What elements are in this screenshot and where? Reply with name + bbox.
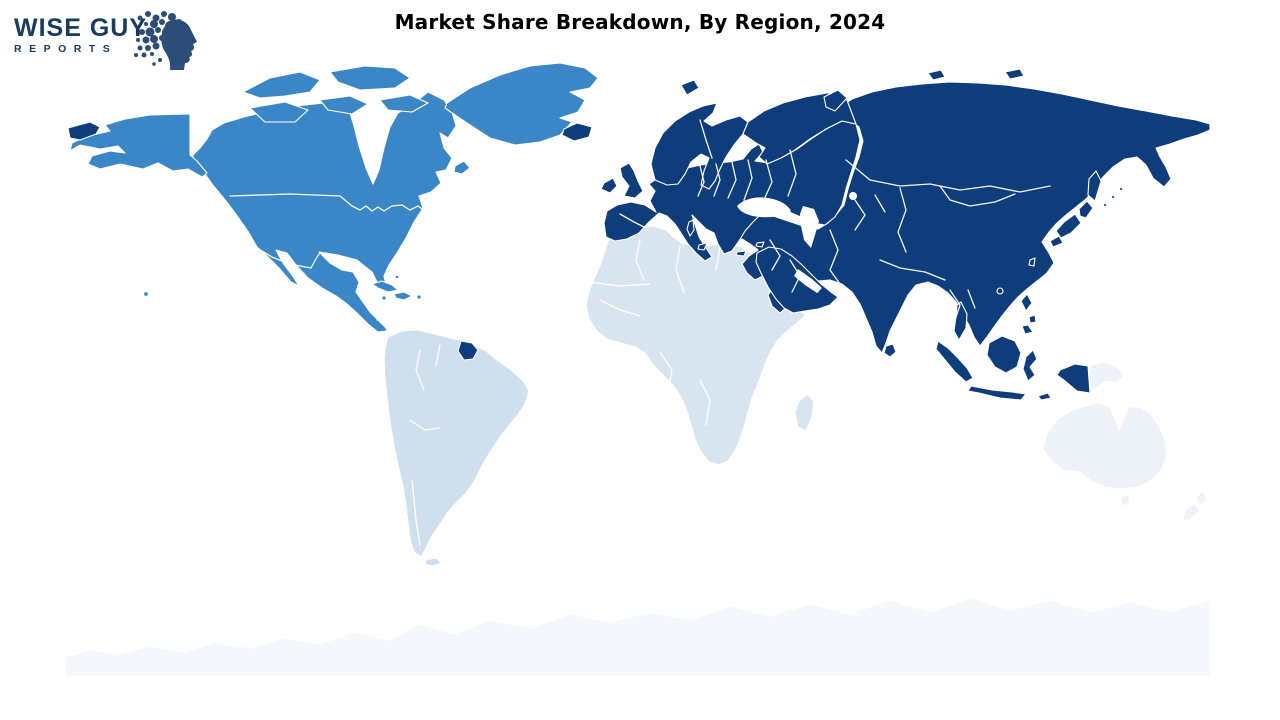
borneo	[986, 335, 1022, 374]
hawaii	[143, 291, 149, 297]
bahamas	[394, 274, 400, 280]
hispaniola	[393, 291, 413, 301]
caspian-sea	[800, 206, 819, 248]
black-sea	[737, 197, 791, 218]
svalbard	[680, 79, 700, 96]
arctic-island	[242, 71, 321, 99]
arctic-island	[329, 65, 411, 91]
chukotka	[67, 121, 101, 141]
corsica-sardinia	[686, 219, 695, 237]
new-zealand	[1195, 490, 1208, 506]
newfoundland	[453, 160, 471, 175]
alaska	[69, 113, 208, 178]
tierra-del-fuego	[424, 557, 442, 567]
brand-logo: WISE GUY REPORTS	[14, 8, 214, 72]
kuril-island	[1118, 186, 1124, 192]
sicily	[697, 242, 708, 251]
kuril-island	[1110, 194, 1116, 200]
arctic-island	[379, 94, 429, 113]
brand-name: WISE GUY	[14, 14, 148, 42]
great-britain	[619, 162, 644, 199]
region-europe-asia-pacific	[67, 68, 1211, 401]
country-borders	[229, 119, 1051, 546]
sakhalin	[1087, 170, 1102, 202]
arctic-island	[319, 95, 369, 115]
region-south-america	[383, 329, 530, 567]
philippines-visayas	[1028, 314, 1037, 324]
finland-kola	[742, 92, 857, 165]
papua-new-guinea	[1088, 361, 1125, 392]
iceland	[561, 122, 593, 142]
cyprus	[755, 241, 765, 248]
region-north-america	[69, 62, 599, 333]
cuba	[371, 280, 399, 293]
arabia	[755, 246, 839, 314]
japan-kyushu	[1049, 235, 1064, 248]
page-title: Market Share Breakdown, By Region, 2024	[394, 10, 886, 34]
kuril-island	[1102, 202, 1108, 208]
region-antarctica	[64, 597, 1211, 677]
sumatra	[935, 340, 974, 383]
sri-lanka	[883, 343, 897, 358]
ireland	[600, 177, 618, 194]
face-profile	[161, 19, 197, 70]
french-guiana	[457, 340, 479, 361]
arctic-island	[249, 101, 309, 123]
hainan	[996, 287, 1004, 295]
philippines-luzon	[1020, 293, 1033, 312]
west-new-guinea	[1056, 363, 1091, 394]
australia	[1042, 402, 1168, 490]
severnaya-zemlya	[927, 69, 946, 81]
timor	[1037, 392, 1052, 401]
sulawesi	[1022, 349, 1038, 382]
brand-subname: REPORTS	[14, 43, 118, 55]
novaya-zemlya	[823, 89, 848, 112]
java	[967, 385, 1027, 401]
crete	[735, 250, 747, 257]
brand-logo-text: WISE GUY REPORTS	[14, 16, 147, 55]
greenland	[444, 62, 599, 146]
tasmania	[1119, 494, 1131, 507]
new-siberian-islands	[1004, 68, 1025, 80]
japan-hokkaido	[1078, 200, 1094, 219]
aral-sea	[849, 192, 857, 200]
philippines-mindanao	[1021, 324, 1034, 335]
japan-honshu	[1055, 213, 1082, 239]
jamaica	[381, 295, 387, 301]
region-oceania	[1042, 361, 1208, 522]
madagascar	[794, 393, 815, 432]
puerto-rico	[416, 294, 422, 300]
taiwan	[1028, 257, 1036, 267]
new-zealand-south	[1181, 502, 1200, 522]
dotted-head-icon	[134, 11, 197, 70]
